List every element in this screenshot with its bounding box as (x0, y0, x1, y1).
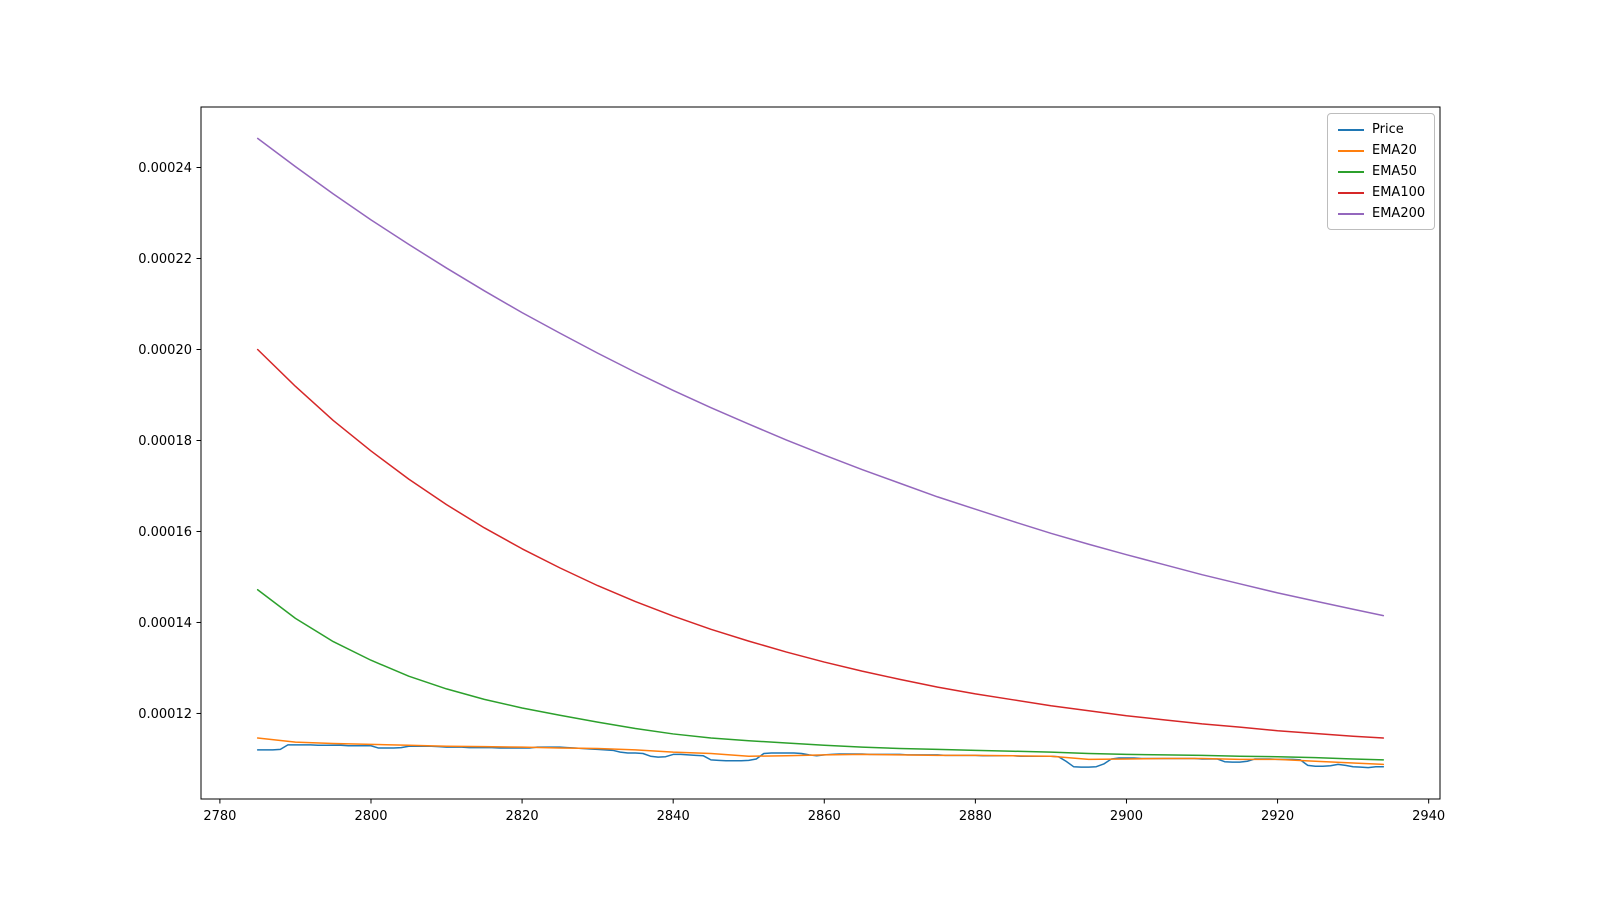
y-tick-label: 0.00020 (138, 343, 192, 358)
x-tick-label: 2780 (203, 809, 236, 824)
legend-item-ema100: EMA100 (1338, 183, 1425, 202)
legend-label: Price (1372, 122, 1404, 137)
legend-swatch-price (1338, 128, 1364, 131)
x-tick-label: 2860 (808, 809, 841, 824)
legend-item-price: Price (1338, 120, 1425, 139)
legend-label: EMA20 (1372, 143, 1417, 158)
legend: Price EMA20 EMA50 EMA100 EMA200 (1327, 113, 1436, 230)
y-tick-label: 0.00022 (138, 252, 192, 267)
legend-swatch-ema100 (1338, 191, 1364, 194)
x-tick-label: 2880 (959, 809, 992, 824)
legend-label: EMA200 (1372, 206, 1426, 221)
legend-swatch-ema20 (1338, 149, 1364, 152)
ema50-line (256, 588, 1385, 761)
legend-item-ema20: EMA20 (1338, 141, 1425, 160)
x-tick-label: 2820 (506, 809, 539, 824)
legend-item-ema50: EMA50 (1338, 162, 1425, 181)
y-tick-label: 0.00012 (138, 707, 192, 722)
x-tick-label: 2800 (354, 809, 387, 824)
x-tick-label: 2840 (657, 809, 690, 824)
plot-border (200, 106, 1441, 800)
x-tick-label: 2900 (1110, 809, 1143, 824)
legend-item-ema200: EMA200 (1338, 204, 1425, 223)
y-tick-label: 0.00014 (138, 616, 192, 631)
x-tick-label: 2940 (1412, 809, 1445, 824)
y-tick-label: 0.00024 (138, 161, 192, 176)
legend-label: EMA100 (1372, 185, 1426, 200)
ema20-line (256, 737, 1385, 766)
y-tick-label: 0.00016 (138, 525, 192, 540)
ema200-line (256, 137, 1385, 617)
legend-swatch-ema50 (1338, 170, 1364, 173)
x-tick-label: 2920 (1261, 809, 1294, 824)
ema100-line (256, 348, 1385, 739)
y-tick-label: 0.00018 (138, 434, 192, 449)
legend-label: EMA50 (1372, 164, 1417, 179)
legend-swatch-ema200 (1338, 212, 1364, 215)
